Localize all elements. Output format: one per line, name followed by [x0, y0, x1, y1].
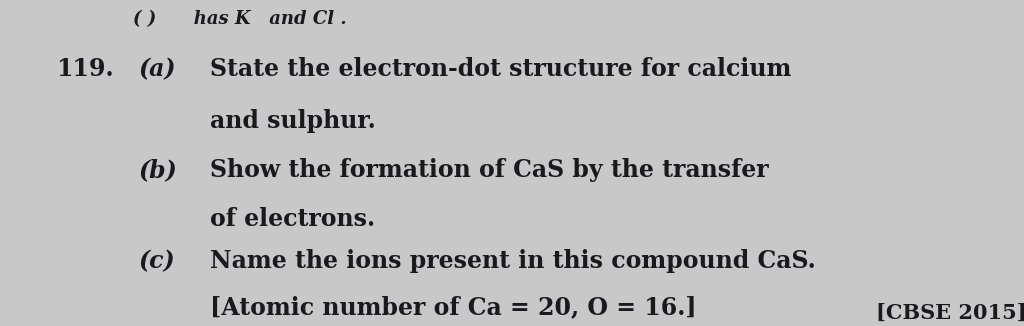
- Text: (c): (c): [138, 249, 175, 274]
- Text: ( )      has K   and Cl .: ( ) has K and Cl .: [133, 10, 347, 28]
- Text: [Atomic number of Ca = 20, O = 16.]: [Atomic number of Ca = 20, O = 16.]: [210, 295, 696, 319]
- Text: and sulphur.: and sulphur.: [210, 109, 376, 133]
- Text: Show the formation of CaS by the transfer: Show the formation of CaS by the transfe…: [210, 158, 769, 182]
- Text: State the electron-dot structure for calcium: State the electron-dot structure for cal…: [210, 57, 792, 81]
- Text: (a): (a): [138, 57, 176, 81]
- Text: of electrons.: of electrons.: [210, 207, 375, 231]
- Text: 119.: 119.: [56, 57, 114, 81]
- Text: Name the ions present in this compound CaS.: Name the ions present in this compound C…: [210, 249, 816, 274]
- Text: (b): (b): [138, 158, 177, 182]
- Text: [CBSE 2015]: [CBSE 2015]: [876, 303, 1024, 323]
